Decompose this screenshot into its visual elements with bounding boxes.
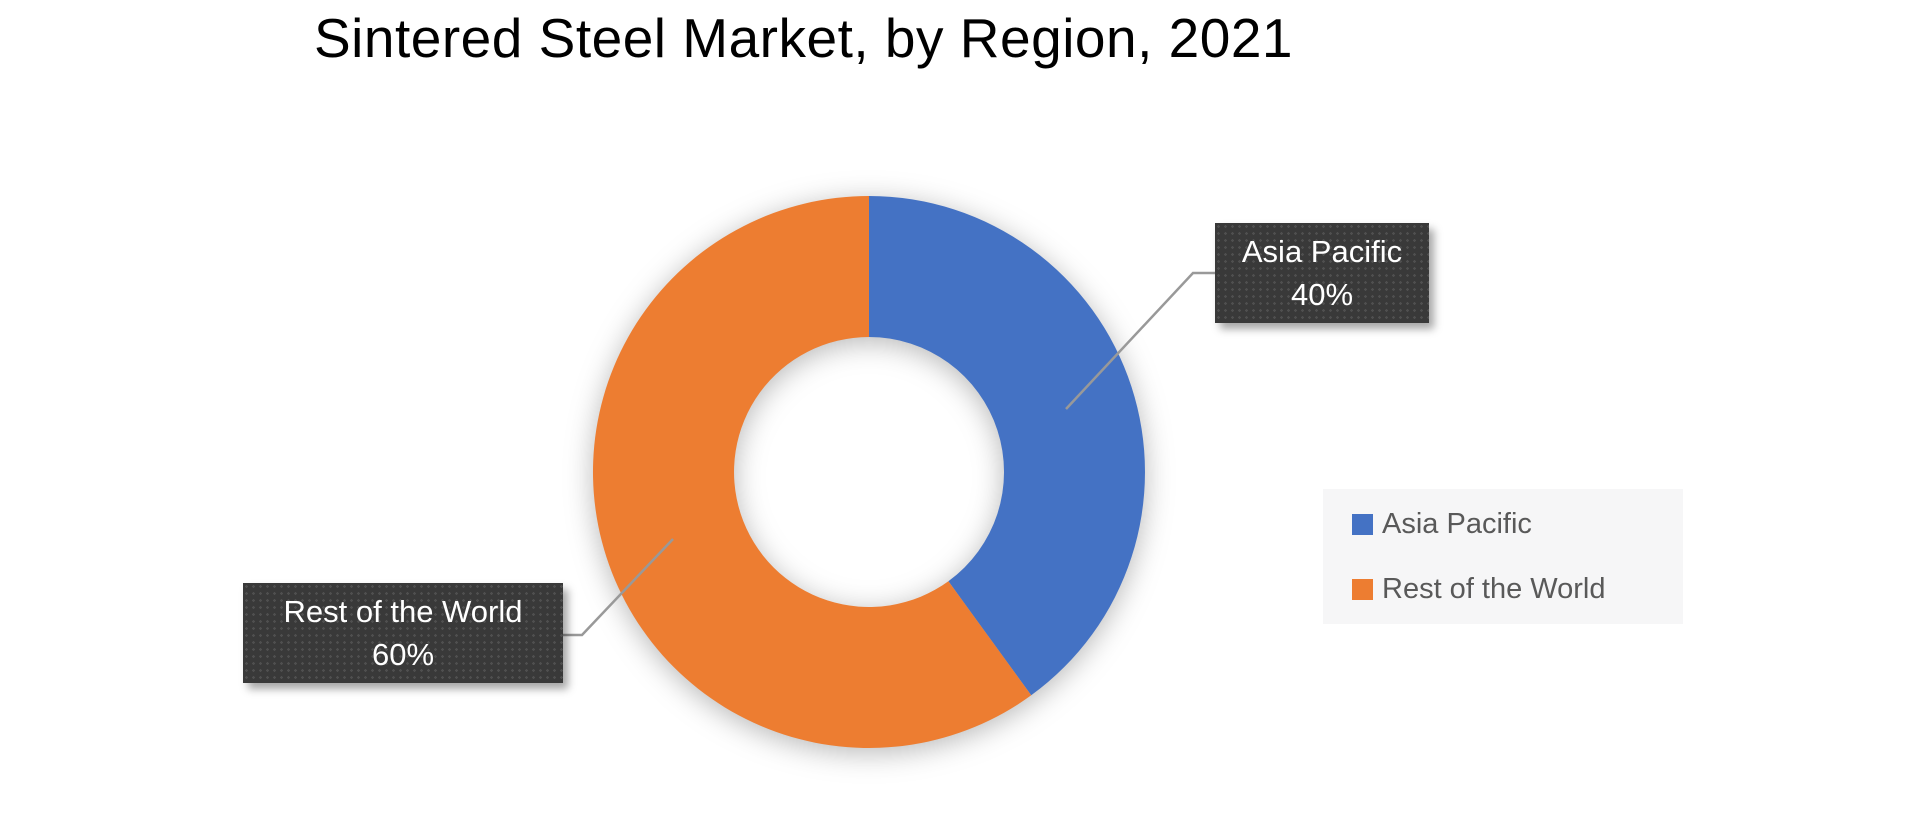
callout-asia-pacific: Asia Pacific 40% (1215, 223, 1429, 323)
slice-asia-pacific (869, 196, 1145, 696)
callout-asia-pacific-label: Asia Pacific (1241, 234, 1403, 269)
legend-item-rest-of-world: Rest of the World (1352, 573, 1683, 606)
slice-rest-of-the-world (592, 196, 1032, 748)
callout-rest-of-world-label: Rest of the World (283, 594, 523, 629)
callout-rest-of-world-value: 60% (371, 637, 435, 672)
chart-title: Sintered Steel Market, by Region, 2021 (314, 7, 1294, 69)
legend: Asia Pacific Rest of the World (1323, 489, 1683, 624)
legend-label-rest-of-world: Rest of the World (1382, 572, 1606, 605)
leader-line-rest-of-world (563, 538, 674, 637)
legend-swatch-asia-pacific (1352, 513, 1373, 535)
leader-line-asia-pacific (1065, 271, 1215, 410)
legend-item-asia-pacific: Asia Pacific (1352, 508, 1683, 541)
callout-asia-pacific-value: 40% (1290, 277, 1354, 312)
legend-swatch-rest-of-world (1352, 578, 1373, 600)
legend-label-asia-pacific: Asia Pacific (1382, 507, 1532, 540)
callout-rest-of-world: Rest of the World 60% (243, 583, 563, 683)
donut-slices (592, 196, 1145, 748)
